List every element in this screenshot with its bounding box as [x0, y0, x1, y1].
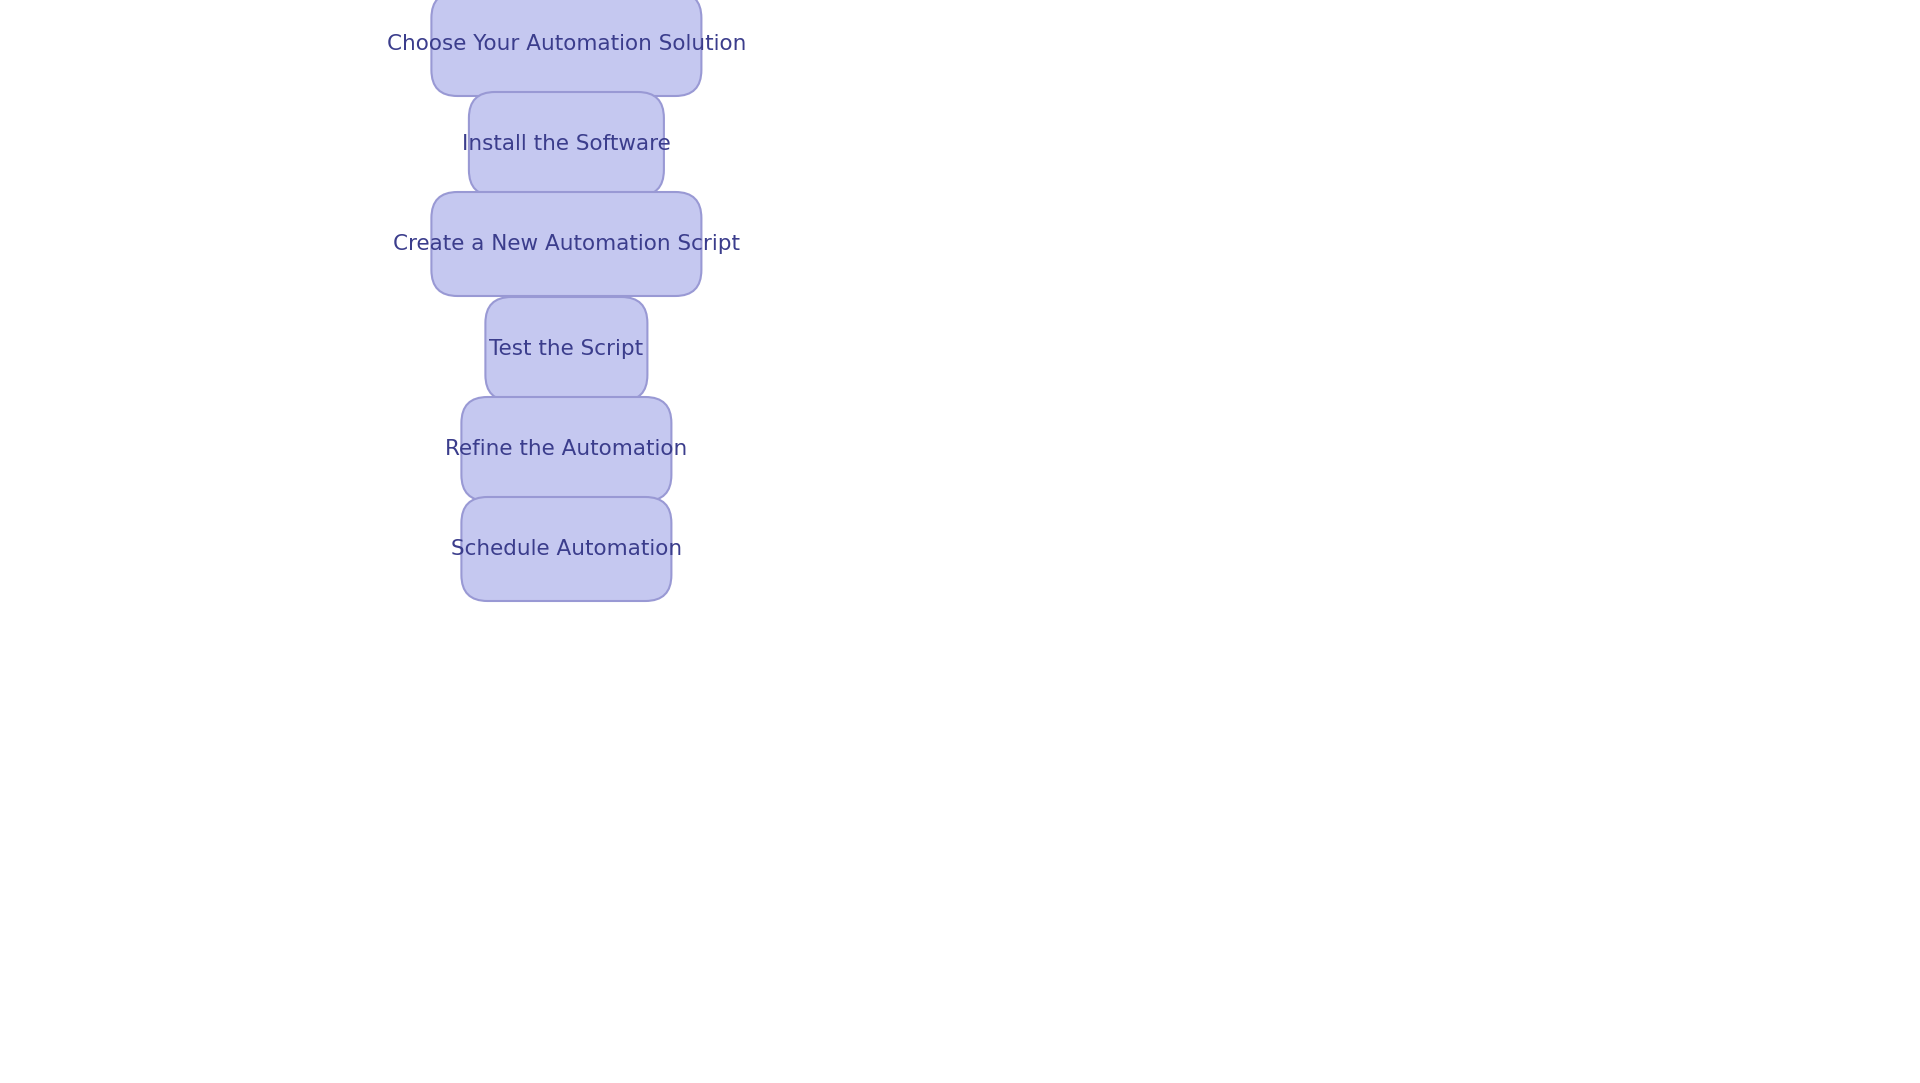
FancyBboxPatch shape	[461, 497, 672, 601]
Text: Create a New Automation Script: Create a New Automation Script	[394, 234, 739, 255]
Text: Schedule Automation: Schedule Automation	[451, 539, 682, 559]
Text: Refine the Automation: Refine the Automation	[445, 439, 687, 459]
Text: Install the Software: Install the Software	[463, 134, 670, 154]
FancyBboxPatch shape	[486, 297, 647, 401]
FancyBboxPatch shape	[461, 397, 672, 501]
Text: Choose Your Automation Solution: Choose Your Automation Solution	[386, 34, 747, 54]
FancyBboxPatch shape	[432, 0, 701, 96]
FancyBboxPatch shape	[432, 192, 701, 296]
Text: Test the Script: Test the Script	[490, 339, 643, 358]
FancyBboxPatch shape	[468, 92, 664, 196]
